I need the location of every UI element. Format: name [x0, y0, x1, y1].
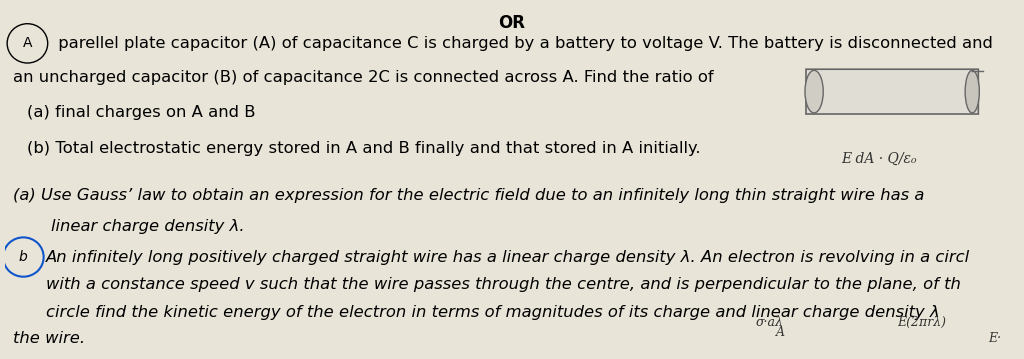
Text: A: A [775, 326, 784, 339]
Text: parellel plate capacitor (A) of capacitance C is charged by a battery to voltage: parellel plate capacitor (A) of capacita… [53, 36, 992, 51]
Ellipse shape [805, 70, 823, 113]
Text: the wire.: the wire. [13, 331, 85, 346]
Text: OR: OR [499, 14, 525, 32]
Text: An infinitely long positively charged straight wire has a linear charge density : An infinitely long positively charged st… [46, 250, 970, 265]
Text: with a constance speed v such that the wire passes through the centre, and is pe: with a constance speed v such that the w… [46, 277, 961, 292]
Text: A: A [23, 36, 32, 50]
Text: an uncharged capacitor (B) of capacitance 2C is connected across A. Find the rat: an uncharged capacitor (B) of capacitanc… [13, 70, 714, 85]
Text: E(2πrλ): E(2πrλ) [897, 316, 946, 329]
Text: linear charge density λ.: linear charge density λ. [51, 219, 245, 233]
Text: (a) Use Gauss’ law to obtain an expression for the electric field due to an infi: (a) Use Gauss’ law to obtain an expressi… [13, 187, 925, 202]
Text: (b) Total electrostatic energy stored in A and B finally and that stored in A in: (b) Total electrostatic energy stored in… [28, 141, 700, 156]
Text: b: b [19, 250, 28, 264]
Text: σ·aλ: σ·aλ [756, 316, 783, 329]
Text: (a) final charges on A and B: (a) final charges on A and B [28, 105, 256, 120]
Text: E·: E· [988, 332, 1001, 345]
Text: E dA · Q/ε₀: E dA · Q/ε₀ [842, 152, 918, 166]
Ellipse shape [966, 70, 979, 113]
Text: circle find the kinetic energy of the electron in terms of magnitudes of its cha: circle find the kinetic energy of the el… [46, 305, 939, 320]
FancyBboxPatch shape [806, 69, 978, 114]
